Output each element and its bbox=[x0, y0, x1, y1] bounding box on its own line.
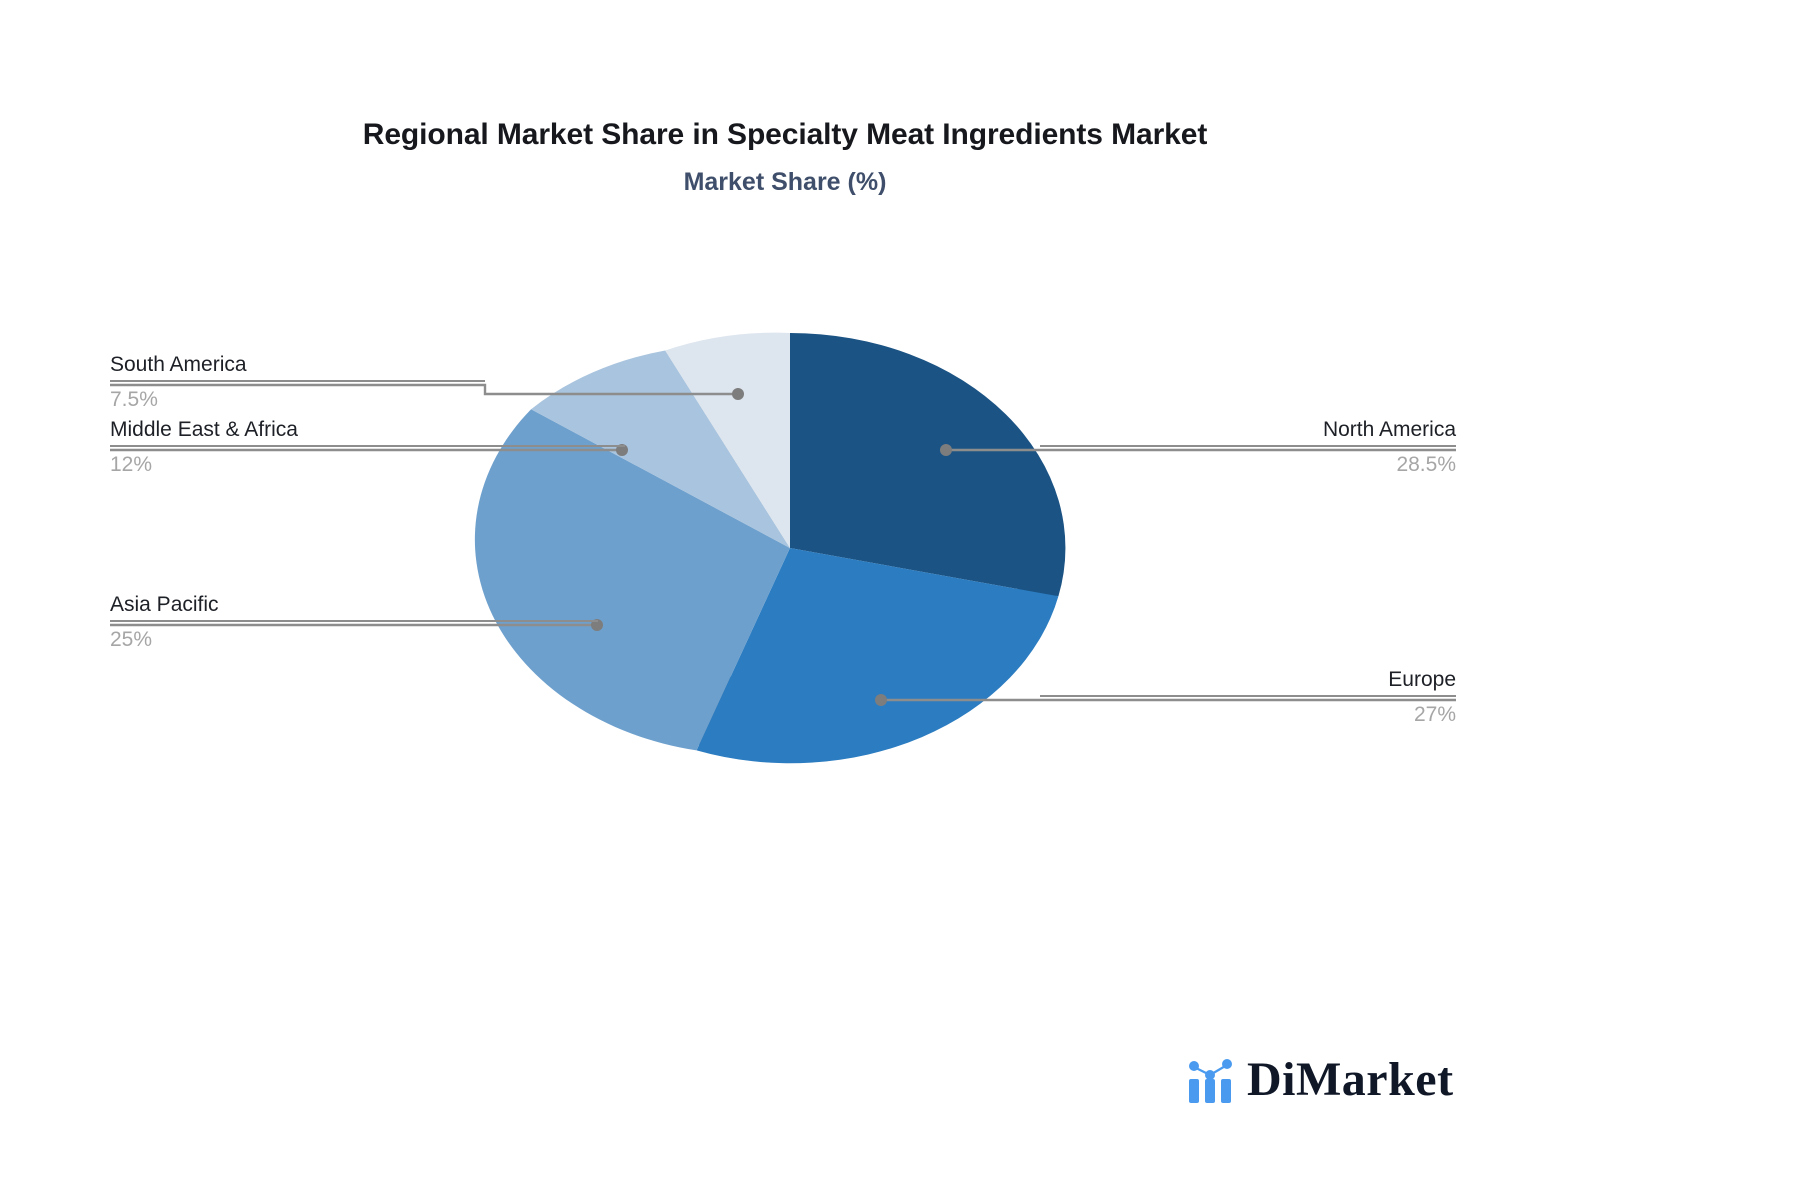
callout-rule-europe bbox=[1040, 695, 1456, 697]
callout-rule-middle-east-africa bbox=[110, 445, 625, 447]
callout-value-middle-east-africa: 12% bbox=[110, 453, 153, 476]
pie-top bbox=[474, 332, 1066, 764]
callout-value-asia-pacific: 25% bbox=[110, 628, 153, 651]
callout-rule-asia-pacific bbox=[110, 620, 598, 622]
callout-asia-pacific[interactable]: Asia Pacific 25% bbox=[110, 592, 598, 655]
pie-slice-europe bbox=[696, 548, 1059, 764]
callout-label-europe: Europe bbox=[1388, 668, 1456, 691]
callout-rule-north-america bbox=[1040, 445, 1456, 447]
callout-label-south-america: South America bbox=[110, 353, 247, 376]
page-title: Regional Market Share in Specialty Meat … bbox=[362, 118, 1208, 151]
pie-slice-middle-east-africa bbox=[531, 350, 790, 548]
pie-svg bbox=[474, 332, 1066, 764]
callout-value-south-america: 7.5% bbox=[110, 388, 158, 411]
callout-label-middle-east-africa: Middle East & Africa bbox=[110, 418, 298, 441]
callout-middle-east-africa[interactable]: Middle East & Africa 12% bbox=[110, 417, 625, 480]
callout-europe[interactable]: Europe 27% bbox=[1040, 667, 1456, 730]
callout-value-north-america: 28.5% bbox=[1396, 453, 1456, 476]
chart-subtitle: Market Share (%) bbox=[683, 168, 887, 196]
bar-chart-logo-icon bbox=[1189, 1059, 1232, 1103]
brand-logo: DiMarket bbox=[1185, 1055, 1454, 1105]
pie-slice-asia-pacific bbox=[474, 409, 790, 751]
callout-south-america[interactable]: South America 7.5% bbox=[110, 352, 485, 415]
callout-rule-south-america bbox=[110, 380, 485, 382]
callout-north-america[interactable]: North America 28.5% bbox=[1040, 417, 1456, 480]
pie-slice-north-america bbox=[790, 332, 1066, 597]
brand-name: DiMarket bbox=[1247, 1053, 1454, 1106]
callout-value-europe: 27% bbox=[1413, 703, 1456, 726]
callout-label-asia-pacific: Asia Pacific bbox=[110, 593, 219, 616]
pie-chart bbox=[470, 300, 1110, 860]
callout-label-north-america: North America bbox=[1322, 418, 1456, 441]
